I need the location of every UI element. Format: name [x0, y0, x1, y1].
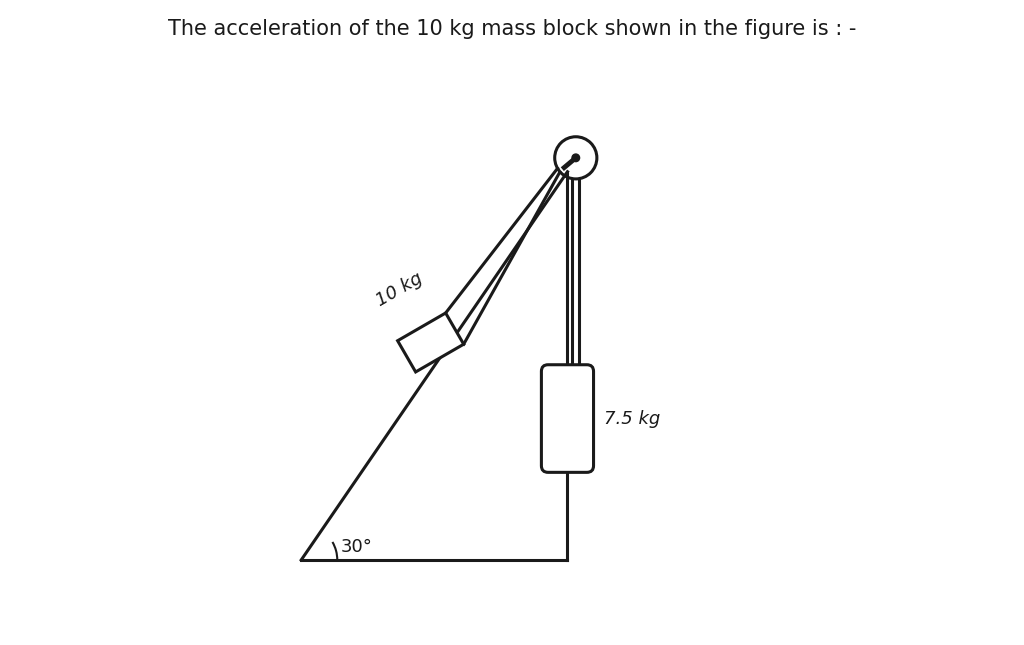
Circle shape	[572, 154, 580, 162]
Text: The acceleration of the 10 kg mass block shown in the figure is : -: The acceleration of the 10 kg mass block…	[168, 19, 856, 39]
Text: 7.5 kg: 7.5 kg	[603, 410, 659, 428]
Polygon shape	[397, 313, 464, 372]
Text: 10 kg: 10 kg	[373, 270, 426, 310]
Text: 30°: 30°	[341, 537, 373, 555]
FancyBboxPatch shape	[542, 364, 594, 472]
